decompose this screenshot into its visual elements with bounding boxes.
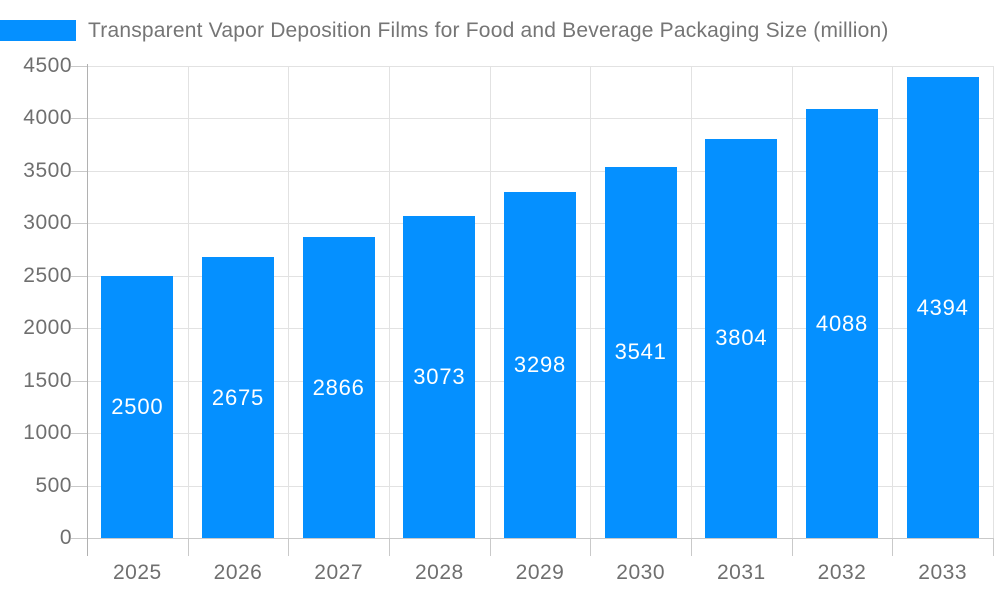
bar[interactable]: 4088 <box>806 109 878 538</box>
x-axis-label: 2030 <box>616 561 666 584</box>
x-axis-tick <box>389 538 390 556</box>
y-axis-tick <box>71 328 87 330</box>
bar-value-label: 2675 <box>211 384 265 410</box>
bar-value-label: 2866 <box>312 374 365 400</box>
y-axis-tick <box>71 66 87 67</box>
y-axis-line <box>87 64 88 556</box>
gridline-v <box>288 66 290 538</box>
bar-value-label: 3298 <box>513 352 567 378</box>
bar[interactable]: 4394 <box>906 77 979 538</box>
x-axis-label: 2025 <box>112 561 162 584</box>
gridline-v <box>389 66 390 538</box>
y-axis-tick <box>71 275 87 277</box>
bar-value-label: 3541 <box>614 339 667 365</box>
x-axis-tick <box>691 538 692 556</box>
y-axis-label: 1500 <box>23 368 72 392</box>
bar[interactable]: 2675 <box>202 257 274 538</box>
x-axis-label: 2032 <box>817 561 867 584</box>
y-axis-label: 2500 <box>23 263 72 287</box>
gridline-h <box>87 170 993 172</box>
bar[interactable]: 2866 <box>302 237 375 538</box>
gridline-v <box>993 66 994 538</box>
x-axis-tick <box>791 538 793 556</box>
bar-value-label: 4088 <box>815 310 869 336</box>
bar[interactable]: 3541 <box>604 166 677 538</box>
x-axis-label: 2028 <box>414 561 464 584</box>
gridline-v <box>489 66 491 538</box>
x-axis-label: 2027 <box>314 561 364 584</box>
bar[interactable]: 2500 <box>101 275 174 538</box>
bar-value-label: 2500 <box>111 393 164 419</box>
gridline-v <box>691 66 692 538</box>
y-axis-tick <box>71 118 87 120</box>
y-axis-tick <box>71 170 87 172</box>
x-axis-label: 2029 <box>515 561 565 584</box>
gridline-v <box>791 66 793 538</box>
bar-value-label: 4394 <box>916 294 969 320</box>
y-axis-label: 0 <box>59 526 72 549</box>
x-axis-label: 2026 <box>213 561 263 584</box>
x-axis-tick <box>187 538 189 556</box>
y-axis-label: 4000 <box>23 106 72 130</box>
gridline-v <box>187 66 189 538</box>
y-axis-tick <box>71 223 87 225</box>
x-axis-tick <box>993 538 994 556</box>
gridline-h <box>87 118 993 120</box>
bar-value-label: 3073 <box>413 363 466 389</box>
y-axis-label: 500 <box>35 473 72 497</box>
x-axis-label: 2033 <box>918 561 968 584</box>
y-axis-label: 3000 <box>23 211 72 235</box>
x-axis-tick <box>288 538 290 556</box>
gridline-h <box>87 66 993 67</box>
bar[interactable]: 3298 <box>504 192 576 538</box>
gridline-v <box>590 66 592 538</box>
x-axis-label: 2031 <box>716 561 766 584</box>
legend-swatch[interactable] <box>0 20 76 41</box>
bar[interactable]: 3073 <box>403 215 476 538</box>
y-axis-tick <box>71 485 87 487</box>
bar[interactable]: 3804 <box>705 139 778 538</box>
x-axis-tick <box>489 538 491 556</box>
bar-value-label: 3804 <box>715 325 768 351</box>
zero-line <box>71 538 993 539</box>
y-axis-label: 1000 <box>23 421 72 445</box>
y-axis-label: 3500 <box>23 158 72 182</box>
x-axis-tick <box>892 538 894 556</box>
y-axis-tick <box>71 380 87 382</box>
chart-title[interactable]: Transparent Vapor Deposition Films for F… <box>88 19 889 42</box>
x-axis-tick <box>590 538 592 556</box>
gridline-v <box>892 66 894 538</box>
y-axis-label: 4500 <box>23 54 72 77</box>
y-axis-label: 2000 <box>23 316 72 340</box>
y-axis-tick <box>71 433 87 435</box>
